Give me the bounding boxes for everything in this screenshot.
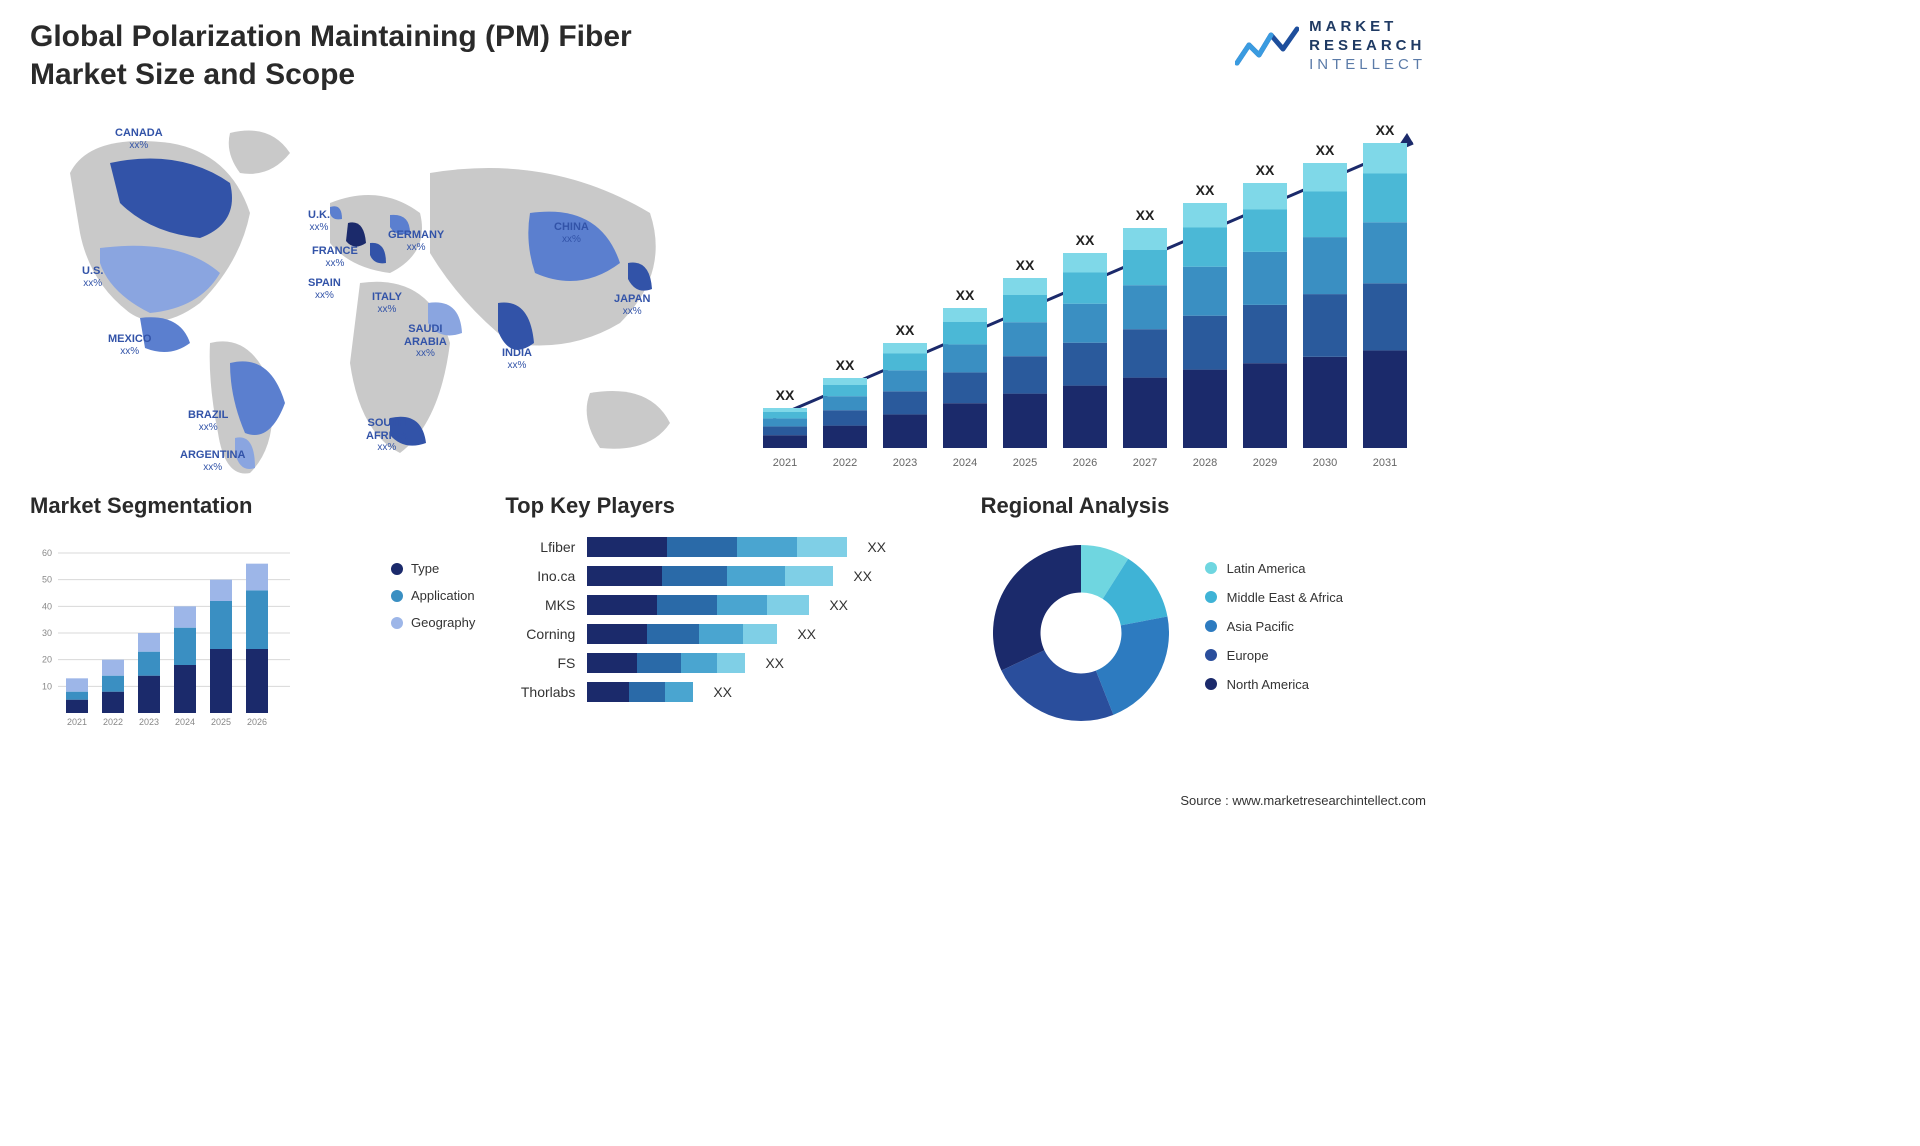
player-bar xyxy=(587,653,745,673)
map-label-argentina: ARGENTINAxx% xyxy=(180,449,245,473)
map-label-germany: GERMANYxx% xyxy=(388,229,444,253)
page-title: Global Polarization Maintaining (PM) Fib… xyxy=(30,18,730,93)
svg-text:60: 60 xyxy=(42,548,52,558)
player-bar xyxy=(587,624,777,644)
player-value: XX xyxy=(829,597,848,613)
region-legend-item: Middle East & Africa xyxy=(1205,590,1343,605)
seg-legend-item: Geography xyxy=(391,615,475,630)
svg-text:XX: XX xyxy=(1316,142,1335,158)
svg-text:2025: 2025 xyxy=(211,717,231,727)
svg-text:XX: XX xyxy=(836,357,855,373)
player-bar xyxy=(587,566,833,586)
seg-legend-item: Application xyxy=(391,588,475,603)
svg-text:2031: 2031 xyxy=(1373,457,1397,469)
map-label-u-s-: U.S.xx% xyxy=(82,265,103,289)
svg-text:2022: 2022 xyxy=(833,457,857,469)
regional-legend: Latin America Middle East & Africa Asia Pa… xyxy=(1205,561,1343,706)
player-label: Ino.ca xyxy=(505,568,575,584)
player-label: Lfiber xyxy=(505,539,575,555)
svg-text:2025: 2025 xyxy=(1013,457,1037,469)
player-value: XX xyxy=(713,684,732,700)
player-row: Thorlabs XX xyxy=(505,682,950,702)
player-row: Ino.ca XX xyxy=(505,566,950,586)
regional-panel: Regional Analysis Latin America Middle Ea… xyxy=(981,493,1426,743)
world-map: CANADAxx% U.S.xx% MEXICOxx% BRAZILxx% ARGENT… xyxy=(30,103,713,483)
map-label-u-k-: U.K.xx% xyxy=(308,209,330,233)
player-row: Lfiber XX xyxy=(505,537,950,557)
svg-text:50: 50 xyxy=(42,575,52,585)
segmentation-panel: Market Segmentation 10 20 30 40 50 60 2021 2022… xyxy=(30,493,475,743)
key-players-panel: Top Key Players LfiberXXIno.caXXMKSXXCor… xyxy=(505,493,950,743)
source-attribution: Source : www.marketresearchintellect.com xyxy=(1180,793,1426,808)
svg-text:XX: XX xyxy=(1376,122,1395,138)
svg-text:2026: 2026 xyxy=(247,717,267,727)
svg-text:XX: XX xyxy=(776,387,795,403)
player-label: Thorlabs xyxy=(505,684,575,700)
player-label: MKS xyxy=(505,597,575,613)
svg-text:XX: XX xyxy=(1076,232,1095,248)
svg-text:2021: 2021 xyxy=(67,717,87,727)
svg-text:10: 10 xyxy=(42,681,52,691)
region-legend-item: Asia Pacific xyxy=(1205,619,1343,634)
svg-text:2024: 2024 xyxy=(175,717,195,727)
logo-text: MARKET RESEARCH INTELLECT xyxy=(1309,18,1426,74)
map-label-france: FRANCExx% xyxy=(312,245,358,269)
svg-text:20: 20 xyxy=(42,655,52,665)
player-bar xyxy=(587,537,847,557)
svg-text:30: 30 xyxy=(42,628,52,638)
segmentation-title: Market Segmentation xyxy=(30,493,475,519)
map-label-saudi-arabia: SAUDIARABIAxx% xyxy=(404,323,447,360)
svg-text:XX: XX xyxy=(896,322,915,338)
player-value: XX xyxy=(853,568,872,584)
logo-mark-icon xyxy=(1235,25,1299,67)
svg-text:XX: XX xyxy=(1016,257,1035,273)
svg-text:2021: 2021 xyxy=(773,457,797,469)
region-legend-item: Latin America xyxy=(1205,561,1343,576)
player-row: MKS XX xyxy=(505,595,950,615)
map-label-italy: ITALYxx% xyxy=(372,291,402,315)
map-label-brazil: BRAZILxx% xyxy=(188,409,228,433)
regional-donut xyxy=(981,533,1181,733)
player-value: XX xyxy=(797,626,816,642)
player-row: Corning XX xyxy=(505,624,950,644)
svg-text:2023: 2023 xyxy=(139,717,159,727)
svg-text:2024: 2024 xyxy=(953,457,977,469)
player-label: FS xyxy=(505,655,575,671)
player-bar xyxy=(587,682,693,702)
svg-text:2023: 2023 xyxy=(893,457,917,469)
player-value: XX xyxy=(867,539,886,555)
map-label-spain: SPAINxx% xyxy=(308,277,341,301)
forecast-bar-chart: 2021 XX 2022 XX 2023 XX 2024 XX 2025 XX 2026 XX 2027… xyxy=(743,103,1426,483)
svg-text:XX: XX xyxy=(1136,207,1155,223)
region-legend-item: Europe xyxy=(1205,648,1343,663)
map-label-mexico: MEXICOxx% xyxy=(108,333,151,357)
header: Global Polarization Maintaining (PM) Fib… xyxy=(0,0,1456,103)
svg-text:2027: 2027 xyxy=(1133,457,1157,469)
regional-title: Regional Analysis xyxy=(981,493,1426,519)
map-label-canada: CANADAxx% xyxy=(115,127,163,151)
svg-text:XX: XX xyxy=(956,287,975,303)
key-players-bars: LfiberXXIno.caXXMKSXXCorningXXFSXXThorla… xyxy=(505,533,950,702)
svg-text:2022: 2022 xyxy=(103,717,123,727)
region-legend-item: North America xyxy=(1205,677,1343,692)
map-label-china: CHINAxx% xyxy=(554,221,589,245)
svg-text:40: 40 xyxy=(42,601,52,611)
svg-text:XX: XX xyxy=(1256,162,1275,178)
brand-logo: MARKET RESEARCH INTELLECT xyxy=(1235,18,1426,74)
map-label-japan: JAPANxx% xyxy=(614,293,650,317)
key-players-title: Top Key Players xyxy=(505,493,950,519)
svg-text:2029: 2029 xyxy=(1253,457,1277,469)
svg-text:2030: 2030 xyxy=(1313,457,1337,469)
segmentation-legend: Type Application Geography xyxy=(391,561,475,642)
player-bar xyxy=(587,595,809,615)
player-label: Corning xyxy=(505,626,575,642)
player-row: FS XX xyxy=(505,653,950,673)
map-label-south-africa: SOUTHAFRICAxx% xyxy=(366,417,408,454)
svg-text:2026: 2026 xyxy=(1073,457,1097,469)
svg-text:2028: 2028 xyxy=(1193,457,1217,469)
seg-legend-item: Type xyxy=(391,561,475,576)
svg-text:XX: XX xyxy=(1196,182,1215,198)
player-value: XX xyxy=(765,655,784,671)
map-label-india: INDIAxx% xyxy=(502,347,532,371)
